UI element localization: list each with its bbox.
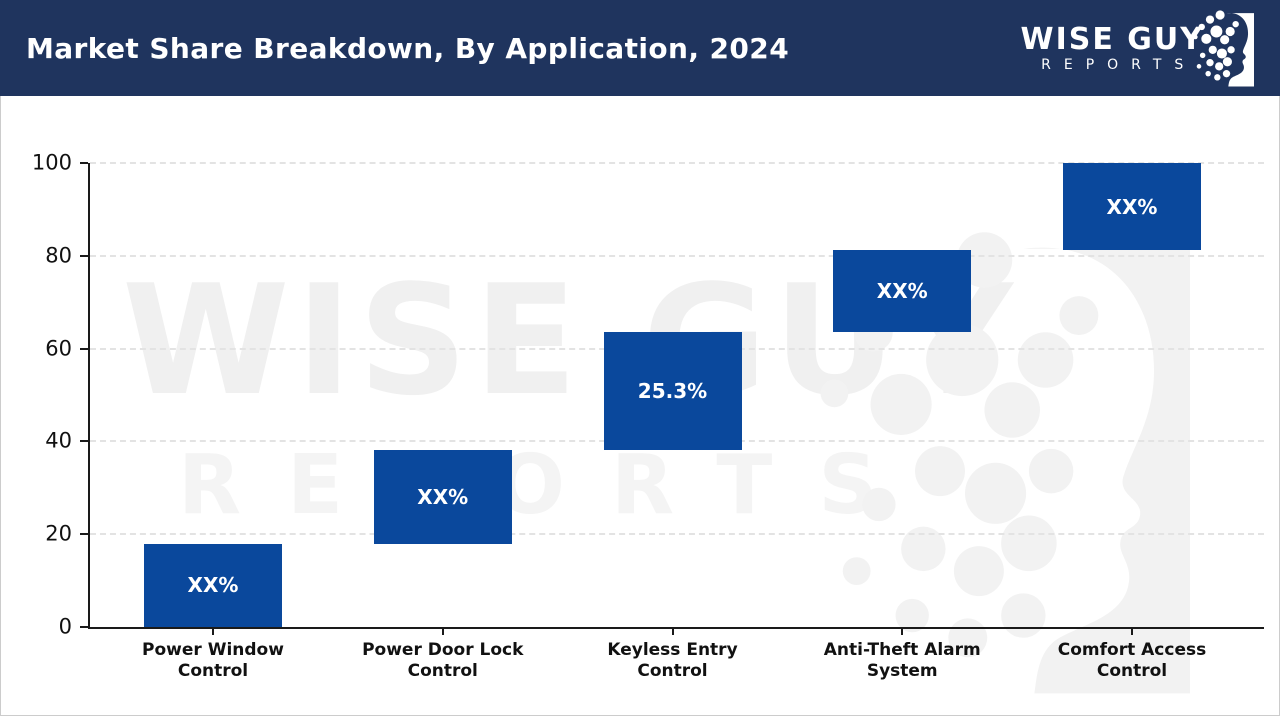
bar-power-window-control: XX% (144, 543, 282, 627)
bar-anti-theft-alarm-system: XX% (833, 250, 972, 333)
x-axis-label: Power Window Control (142, 640, 284, 682)
chart-plot-area: 0 20 40 60 80 100 XX% Power Window Control XX% Po… (32, 152, 1264, 681)
logo-face-icon (1188, 9, 1254, 87)
header-bar: Market Share Breakdown, By Application, … (0, 0, 1280, 96)
y-axis-tick-label: 80 (45, 243, 72, 268)
y-axis-tick (80, 254, 88, 257)
y-axis-tick-label: 20 (45, 521, 72, 546)
watermark-subtitle: REPORTS (178, 438, 924, 533)
logo-subtitle: REPORTS (1041, 56, 1197, 73)
page-title: Market Share Breakdown, By Application, … (26, 31, 790, 65)
x-axis-label: Power Door Lock Control (362, 640, 524, 682)
x-axis-tick (671, 629, 674, 635)
y-axis-tick-label: 100 (31, 150, 72, 175)
gridline-y-80 (90, 254, 1264, 257)
y-axis-tick-label: 60 (45, 336, 72, 361)
x-axis-label: Anti-Theft Alarm System (823, 640, 981, 682)
y-axis-tick (80, 626, 88, 628)
bar-value-label: XX% (187, 573, 239, 598)
gridline-y-20 (90, 533, 1264, 536)
y-axis-tick-label: 0 (58, 614, 72, 639)
y-axis-tick (80, 440, 88, 443)
gridline-y-100 (90, 162, 1264, 164)
x-axis-label: Comfort Access Control (1057, 640, 1207, 682)
wiseguy-logo: WISE GUY REPORTS (1020, 9, 1254, 87)
y-axis-tick (80, 533, 88, 536)
y-axis-tick (80, 347, 88, 350)
x-axis-tick (441, 629, 444, 635)
x-axis-tick (901, 629, 904, 635)
y-axis-tick-label: 40 (45, 428, 72, 453)
y-axis-tick (80, 162, 88, 164)
x-axis-tick (1131, 629, 1133, 635)
x-axis-label: Keyless Entry Control (607, 640, 738, 682)
x-axis-tick (212, 629, 214, 635)
bar-value-label: 25.3% (637, 379, 708, 404)
bar-comfort-access-control: XX% (1063, 163, 1201, 251)
bar-value-label: XX% (876, 279, 928, 304)
wiseguy-logo-text: WISE GUY REPORTS (1020, 21, 1204, 73)
bar-power-door-lock-control: XX% (373, 449, 512, 544)
bar-keyless-entry-control: 25.3% (603, 332, 742, 450)
logo-wordmark: WISE GUY (1020, 21, 1204, 57)
bar-value-label: XX% (1106, 194, 1158, 219)
bar-value-label: XX% (417, 484, 469, 509)
